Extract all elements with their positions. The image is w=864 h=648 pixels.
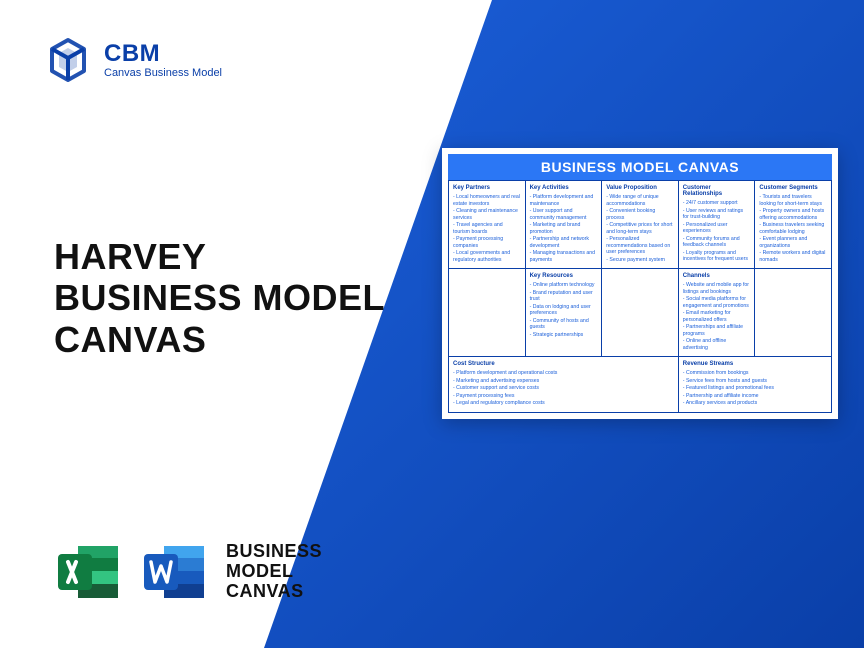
canvas-grid: Key Partners Local homeowners and real e… <box>448 180 832 413</box>
heading-revenue-streams: Revenue Streams <box>683 361 827 367</box>
canvas-preview-card: BUSINESS MODEL CANVAS Key Partners Local… <box>442 148 838 419</box>
list-item: Data on lodging and user preferences <box>530 304 598 317</box>
list-item: Business travelers seeking comfortable l… <box>759 222 827 235</box>
logo-subtitle: Canvas Business Model <box>104 67 222 79</box>
heading-customer-relationships: Customer Relationships <box>683 185 751 197</box>
excel-icon <box>54 538 122 606</box>
bottom-label-line-2: MODEL <box>226 562 322 582</box>
list-item: Online and offline advertising <box>683 338 751 351</box>
list-item: Payment processing companies <box>453 236 521 249</box>
cbm-logo-icon <box>44 36 92 84</box>
bottom-label-line-3: CANVAS <box>226 582 322 602</box>
items-value-proposition: Wide range of unique accommodationsConve… <box>606 194 674 263</box>
cell-cost-structure: Cost Structure Platform development and … <box>449 357 679 413</box>
page-title: HARVEY BUSINESS MODEL CANVAS <box>54 236 385 360</box>
list-item: Community of hosts and guests <box>530 318 598 331</box>
list-item: Social media platforms for engagement an… <box>683 296 751 309</box>
list-item: Marketing and advertising expenses <box>453 378 674 385</box>
bottom-label: BUSINESS MODEL CANVAS <box>226 542 322 601</box>
list-item: Managing transactions and payments <box>530 250 598 263</box>
list-item: Ancillary services and products <box>683 400 827 407</box>
items-key-resources: Online platform technologyBrand reputati… <box>530 282 598 338</box>
items-channels: Website and mobile app for listings and … <box>683 282 751 351</box>
cell-empty-right <box>755 269 832 357</box>
cell-customer-relationships: Customer Relationships 24/7 customer sup… <box>679 181 756 269</box>
list-item: Tourists and travelers looking for short… <box>759 194 827 207</box>
list-item: Platform development and maintenance <box>530 194 598 207</box>
bottom-label-line-1: BUSINESS <box>226 542 322 562</box>
items-revenue-streams: Commission from bookingsService fees fro… <box>683 370 827 407</box>
logo-brand: CBM <box>104 41 222 67</box>
list-item: Personalized user experiences <box>683 222 751 235</box>
title-line-2: BUSINESS MODEL <box>54 277 385 318</box>
heading-key-resources: Key Resources <box>530 273 598 279</box>
cell-empty-left <box>449 269 526 357</box>
heading-key-partners: Key Partners <box>453 185 521 191</box>
list-item: 24/7 customer support <box>683 200 751 207</box>
list-item: Website and mobile app for listings and … <box>683 282 751 295</box>
list-item: Local homeowners and real estate investo… <box>453 194 521 207</box>
cell-key-resources: Key Resources Online platform technology… <box>526 269 603 357</box>
cell-revenue-streams: Revenue Streams Commission from bookings… <box>679 357 832 413</box>
list-item: Legal and regulatory compliance costs <box>453 400 674 407</box>
list-item: Email marketing for personalized offers <box>683 310 751 323</box>
title-line-3: CANVAS <box>54 319 385 360</box>
list-item: Service fees from hosts and guests <box>683 378 827 385</box>
list-item: Strategic partnerships <box>530 332 598 339</box>
heading-channels: Channels <box>683 273 751 279</box>
list-item: Secure payment system <box>606 257 674 264</box>
list-item: User reviews and ratings for trust-build… <box>683 208 751 221</box>
list-item: Property owners and hosts offering accom… <box>759 208 827 221</box>
cell-value-proposition: Value Proposition Wide range of unique a… <box>602 181 679 269</box>
list-item: Commission from bookings <box>683 370 827 377</box>
heading-value-proposition: Value Proposition <box>606 185 674 191</box>
list-item: Marketing and brand promotion <box>530 222 598 235</box>
list-item: Partnership and network development <box>530 236 598 249</box>
list-item: Competitive prices for short and long-te… <box>606 222 674 235</box>
items-customer-segments: Tourists and travelers looking for short… <box>759 194 827 263</box>
list-item: Wide range of unique accommodations <box>606 194 674 207</box>
list-item: Community forums and feedback channels <box>683 236 751 249</box>
list-item: Payment processing fees <box>453 393 674 400</box>
list-item: Convenient booking process <box>606 208 674 221</box>
list-item: Partnerships and affiliate programs <box>683 324 751 337</box>
logo-text: CBM Canvas Business Model <box>104 41 222 79</box>
logo-area: CBM Canvas Business Model <box>44 36 222 84</box>
list-item: Brand reputation and user trust <box>530 290 598 303</box>
title-line-1: HARVEY <box>54 236 385 277</box>
items-cost-structure: Platform development and operational cos… <box>453 370 674 407</box>
list-item: Featured listings and promotional fees <box>683 385 827 392</box>
list-item: Partnership and affiliate income <box>683 393 827 400</box>
list-item: Local governments and regulatory authori… <box>453 250 521 263</box>
file-format-row: BUSINESS MODEL CANVAS <box>54 538 322 606</box>
items-customer-relationships: 24/7 customer supportUser reviews and ra… <box>683 200 751 263</box>
items-key-partners: Local homeowners and real estate investo… <box>453 194 521 263</box>
cell-empty-mid <box>602 269 679 357</box>
list-item: Customer support and service costs <box>453 385 674 392</box>
list-item: Travel agencies and tourism boards <box>453 222 521 235</box>
cell-customer-segments: Customer Segments Tourists and travelers… <box>755 181 832 269</box>
list-item: Platform development and operational cos… <box>453 370 674 377</box>
list-item: User support and community management <box>530 208 598 221</box>
heading-key-activities: Key Activities <box>530 185 598 191</box>
word-icon <box>140 538 208 606</box>
cell-key-partners: Key Partners Local homeowners and real e… <box>449 181 526 269</box>
items-key-activities: Platform development and maintenanceUser… <box>530 194 598 263</box>
list-item: Cleaning and maintenance services <box>453 208 521 221</box>
heading-cost-structure: Cost Structure <box>453 361 674 367</box>
cell-channels: Channels Website and mobile app for list… <box>679 269 756 357</box>
list-item: Remote workers and digital nomads <box>759 250 827 263</box>
list-item: Online platform technology <box>530 282 598 289</box>
list-item: Loyalty programs and incentives for freq… <box>683 250 751 263</box>
heading-customer-segments: Customer Segments <box>759 185 827 191</box>
list-item: Event planners and organizations <box>759 236 827 249</box>
list-item: Personalized recommendations based on us… <box>606 236 674 256</box>
canvas-title: BUSINESS MODEL CANVAS <box>448 154 832 180</box>
cell-key-activities: Key Activities Platform development and … <box>526 181 603 269</box>
